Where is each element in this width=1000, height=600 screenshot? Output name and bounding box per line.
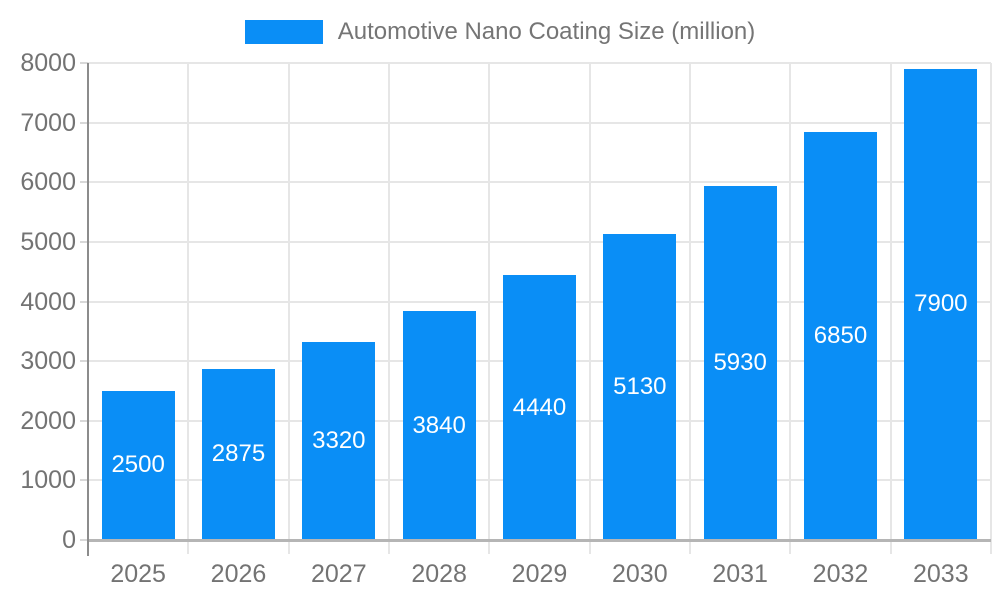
x-gridline xyxy=(388,63,390,554)
legend[interactable]: Automotive Nano Coating Size (million) xyxy=(0,18,1000,46)
bar[interactable]: 2500 xyxy=(101,390,175,540)
x-tick-label: 2026 xyxy=(210,560,267,588)
x-axis-line xyxy=(88,539,991,542)
x-gridline xyxy=(689,63,691,554)
y-axis-tick xyxy=(80,419,88,422)
legend-swatch[interactable] xyxy=(244,20,323,44)
bar[interactable]: 5130 xyxy=(603,234,677,540)
bar-value-label: 7900 xyxy=(914,290,968,318)
x-tick-label: 2032 xyxy=(812,560,869,588)
y-axis-tick xyxy=(80,121,88,124)
y-tick-label: 4000 xyxy=(20,287,76,316)
y-gridline xyxy=(88,62,991,64)
y-axis-tick xyxy=(80,181,88,184)
y-gridline xyxy=(88,121,991,124)
x-gridline xyxy=(990,63,992,554)
y-tick-label: 2000 xyxy=(20,406,76,435)
x-tick-label: 2028 xyxy=(411,560,467,588)
x-tick-label: 2027 xyxy=(311,560,367,588)
bar-value-label: 3320 xyxy=(312,427,366,454)
x-gridline xyxy=(889,63,892,554)
y-axis-tick xyxy=(80,479,88,482)
x-gridline xyxy=(789,63,792,554)
bar-value-label: 3840 xyxy=(412,411,466,439)
x-tick-label: 2025 xyxy=(110,560,166,588)
y-axis-tick xyxy=(80,62,88,64)
y-gridline xyxy=(88,240,991,243)
y-axis-line xyxy=(87,63,89,556)
x-tick-label: 2031 xyxy=(712,560,768,588)
x-tick-label: 2033 xyxy=(913,560,969,588)
y-axis-tick xyxy=(80,300,88,303)
x-tick-label: 2029 xyxy=(511,560,568,588)
y-tick-label: 7000 xyxy=(20,108,76,137)
bar-value-label: 5930 xyxy=(713,349,767,377)
y-axis-tick xyxy=(80,360,88,363)
bar[interactable]: 4440 xyxy=(503,275,576,540)
bar[interactable]: 5930 xyxy=(703,186,777,540)
x-gridline xyxy=(287,63,290,554)
bar-value-label: 2500 xyxy=(111,451,165,479)
y-gridline xyxy=(88,181,991,184)
bar-value-label: 4440 xyxy=(512,393,567,421)
x-tick-label: 2030 xyxy=(612,560,668,588)
bar-value-label: 5130 xyxy=(613,373,667,401)
bar-value-label: 2875 xyxy=(211,440,266,468)
y-axis-tick xyxy=(80,539,88,541)
y-tick-label: 8000 xyxy=(20,49,76,77)
bar[interactable]: 3320 xyxy=(302,342,376,540)
x-gridline xyxy=(187,63,190,554)
y-tick-label: 0 xyxy=(62,526,76,554)
y-tick-label: 1000 xyxy=(20,466,76,495)
y-axis-tick xyxy=(80,240,88,243)
x-gridline xyxy=(488,63,491,554)
y-tick-label: 5000 xyxy=(20,227,76,256)
bar[interactable]: 6850 xyxy=(804,131,877,540)
y-tick-label: 3000 xyxy=(20,347,76,376)
bar[interactable]: 3840 xyxy=(402,311,476,540)
y-tick-label: 6000 xyxy=(20,168,76,197)
bar[interactable]: 7900 xyxy=(904,68,978,540)
legend-label: Automotive Nano Coating Size (million) xyxy=(337,18,756,45)
bar-value-label: 6850 xyxy=(813,321,868,349)
x-gridline xyxy=(588,63,591,554)
bar[interactable]: 2875 xyxy=(202,368,275,540)
